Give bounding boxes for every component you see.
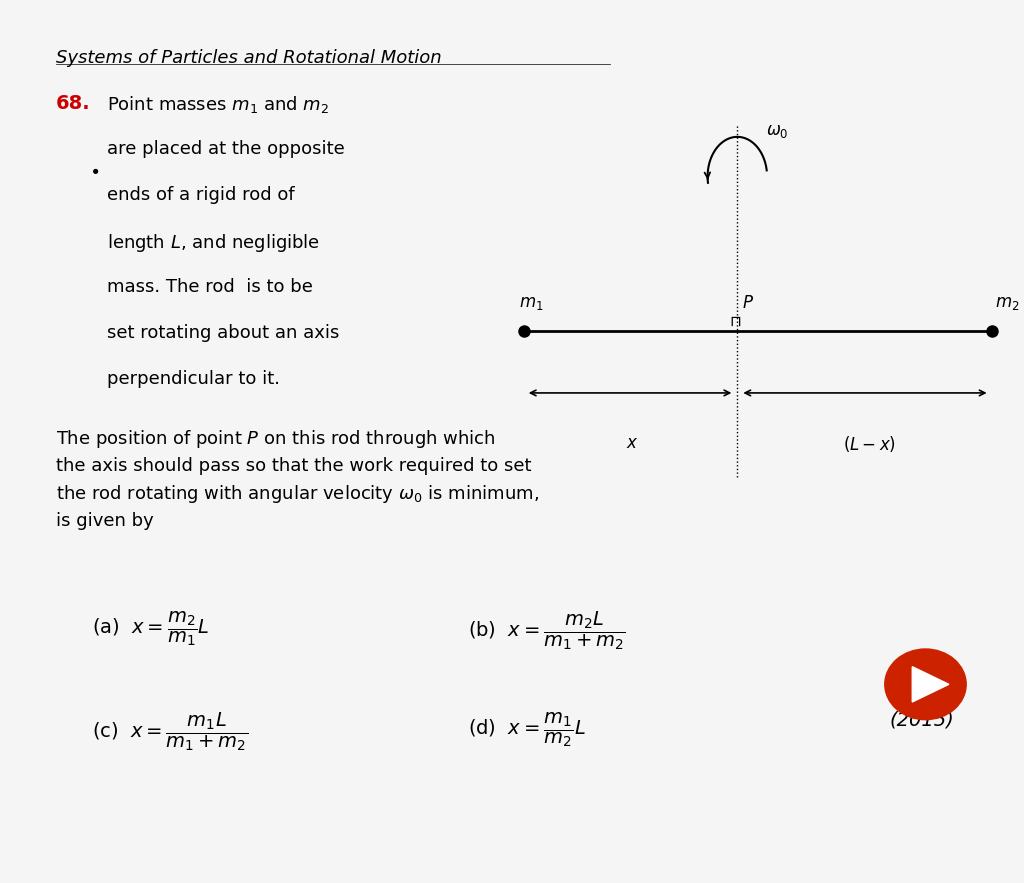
Text: 68.: 68. (56, 94, 90, 114)
Text: perpendicular to it.: perpendicular to it. (106, 370, 280, 388)
Text: Systems of Particles and Rotational Motion: Systems of Particles and Rotational Moti… (56, 49, 441, 66)
Text: (b)  $x = \dfrac{m_2 L}{m_1 + m_2}$: (b) $x = \dfrac{m_2 L}{m_1 + m_2}$ (468, 609, 626, 652)
Text: $x$: $x$ (627, 434, 639, 452)
Polygon shape (912, 667, 949, 702)
Text: $P$: $P$ (742, 294, 755, 312)
Text: mass. The rod  is to be: mass. The rod is to be (106, 278, 312, 296)
Text: are placed at the opposite: are placed at the opposite (106, 140, 344, 158)
Text: The position of point $P$ on this rod through which
the axis should pass so that: The position of point $P$ on this rod th… (56, 428, 539, 531)
Text: $(L - x)$: $(L - x)$ (843, 434, 896, 455)
Text: set rotating about an axis: set rotating about an axis (106, 324, 339, 342)
Text: (c)  $x = \dfrac{m_1 L}{m_1 + m_2}$: (c) $x = \dfrac{m_1 L}{m_1 + m_2}$ (91, 711, 248, 753)
Text: (a)  $x = \dfrac{m_2}{m_1} L$: (a) $x = \dfrac{m_2}{m_1} L$ (91, 609, 209, 648)
Text: $\bullet$: $\bullet$ (89, 161, 99, 178)
Circle shape (885, 649, 967, 720)
Text: Point masses $m_1$ and $m_2$: Point masses $m_1$ and $m_2$ (106, 94, 329, 116)
Text: $\omega_0$: $\omega_0$ (766, 122, 788, 140)
Text: (d)  $x = \dfrac{m_1}{m_2} L$: (d) $x = \dfrac{m_1}{m_2} L$ (468, 711, 586, 750)
Text: length $L$, and negligible: length $L$, and negligible (106, 232, 319, 254)
Text: ends of a rigid rod of: ends of a rigid rod of (106, 186, 295, 204)
Text: (2015): (2015) (890, 711, 954, 730)
Text: $m_2$: $m_2$ (994, 294, 1019, 312)
Text: $\sqcap$: $\sqcap$ (729, 313, 741, 328)
Text: $m_1$: $m_1$ (519, 294, 544, 312)
